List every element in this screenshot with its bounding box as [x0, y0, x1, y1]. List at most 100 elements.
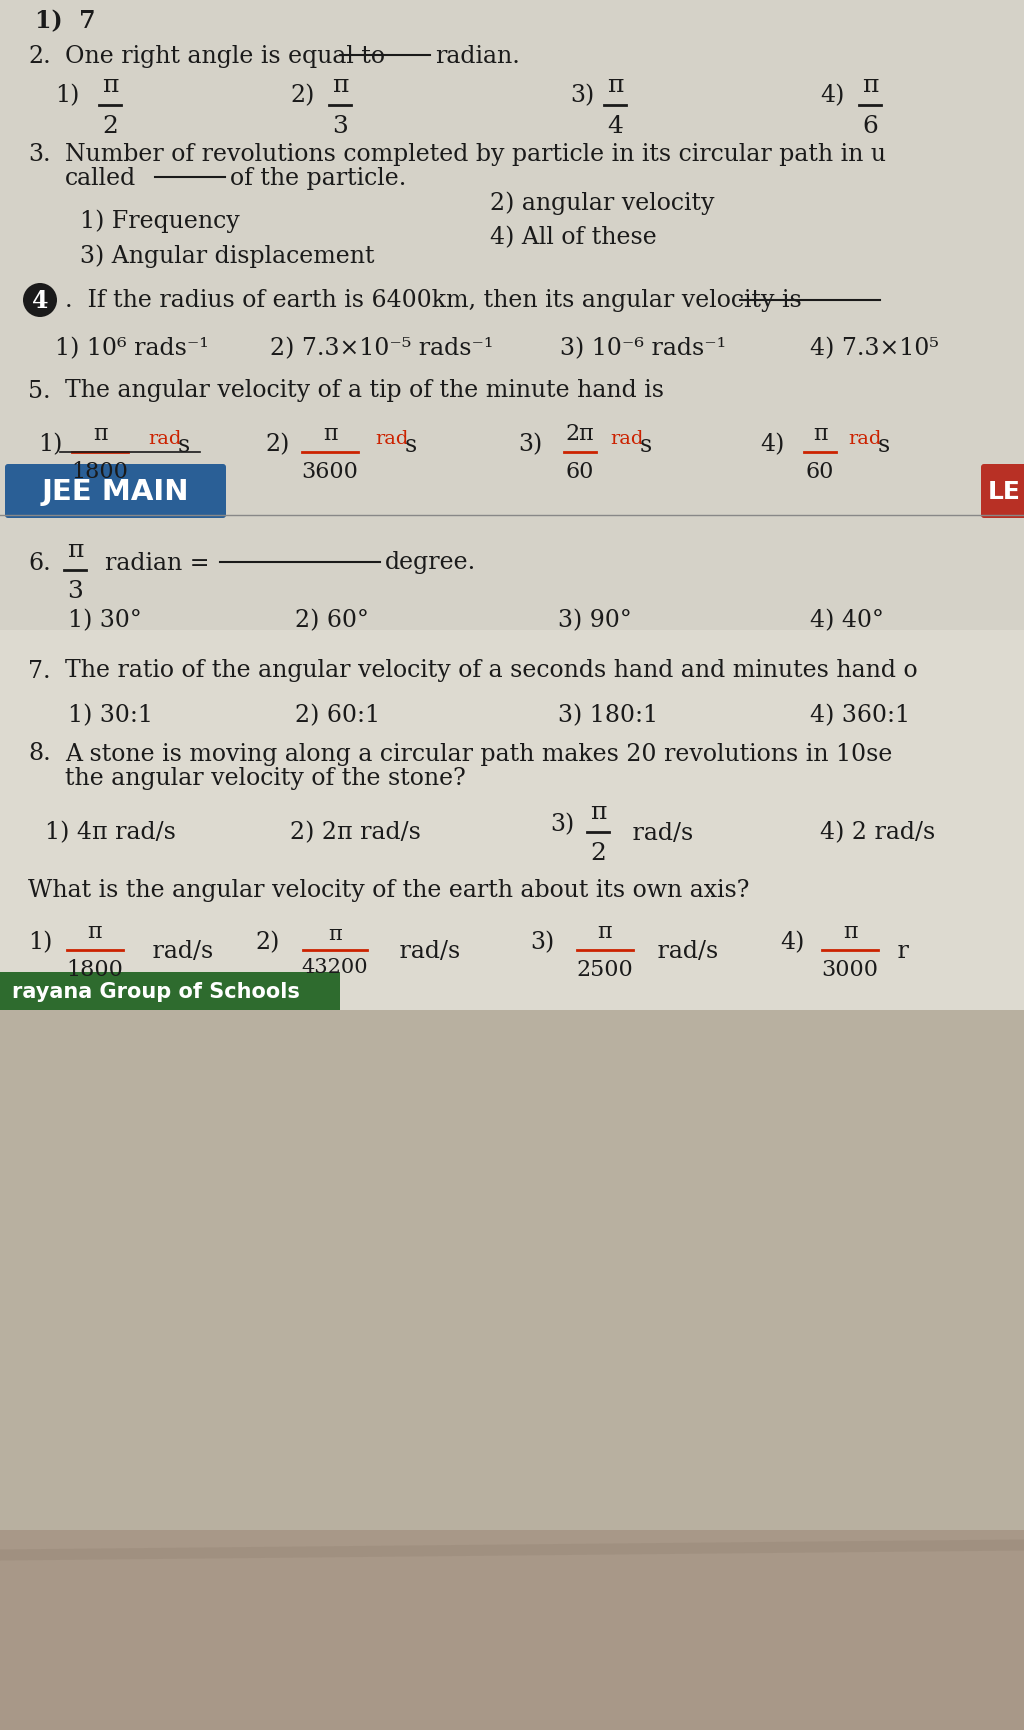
Text: 3.: 3.: [28, 142, 50, 166]
Text: 2π: 2π: [565, 422, 594, 445]
Text: A stone is moving along a circular path makes 20 revolutions in 10se: A stone is moving along a circular path …: [65, 742, 892, 765]
Text: 3): 3): [530, 931, 554, 953]
Text: rad/s: rad/s: [145, 939, 213, 962]
Text: 1) 4π rad/s: 1) 4π rad/s: [45, 822, 176, 844]
Text: s: s: [640, 432, 652, 457]
Text: 4) 360:1: 4) 360:1: [810, 704, 910, 727]
Text: rad/s: rad/s: [392, 939, 460, 962]
Text: 1) 10⁶ rads⁻¹: 1) 10⁶ rads⁻¹: [55, 337, 209, 360]
Bar: [0, 972, 340, 1010]
Text: π: π: [843, 920, 857, 943]
Text: What is the angular velocity of the earth about its own axis?: What is the angular velocity of the eart…: [28, 879, 750, 901]
Text: rad/s: rad/s: [650, 939, 718, 962]
Text: 60: 60: [566, 460, 594, 483]
Text: 4: 4: [607, 114, 623, 138]
Text: r: r: [890, 939, 909, 962]
Text: 2500: 2500: [577, 958, 634, 981]
Bar: [0, 0, 1024, 631]
Text: radian =: radian =: [105, 552, 210, 574]
Text: rad: rad: [148, 429, 181, 448]
Text: 3): 3): [550, 813, 574, 836]
Text: 6.: 6.: [28, 552, 51, 574]
Text: 4): 4): [760, 432, 784, 457]
Text: 3) 180:1: 3) 180:1: [558, 704, 658, 727]
Text: π: π: [328, 924, 342, 943]
Text: π: π: [88, 920, 102, 943]
Text: radian.: radian.: [435, 45, 520, 67]
Bar: [0, 1450, 1024, 1730]
Text: of the particle.: of the particle.: [230, 166, 407, 189]
Text: π: π: [590, 801, 606, 823]
Text: 4: 4: [32, 289, 48, 313]
Text: 4) All of these: 4) All of these: [490, 227, 656, 249]
FancyBboxPatch shape: [981, 465, 1024, 519]
Text: 1): 1): [38, 432, 62, 457]
Text: 2) 7.3×10⁻⁵ rads⁻¹: 2) 7.3×10⁻⁵ rads⁻¹: [270, 337, 494, 360]
Text: .  If the radius of earth is 6400km, then its angular velocity is: . If the radius of earth is 6400km, then…: [65, 289, 802, 313]
Text: 3000: 3000: [821, 958, 879, 981]
Text: 4) 40°: 4) 40°: [810, 609, 884, 631]
Text: rayana Group of Schools: rayana Group of Schools: [12, 981, 300, 1002]
Text: 3: 3: [332, 114, 348, 138]
Text: 2) 2π rad/s: 2) 2π rad/s: [290, 822, 421, 844]
Text: rad: rad: [375, 429, 409, 448]
Bar: [0, 0, 1024, 1450]
Text: rad: rad: [848, 429, 882, 448]
Text: LE: LE: [987, 479, 1021, 503]
Text: 2: 2: [590, 841, 606, 865]
Text: 4): 4): [780, 931, 805, 953]
Text: 1): 1): [55, 85, 80, 107]
Text: 3600: 3600: [301, 460, 358, 483]
Text: The ratio of the angular velocity of a seconds hand and minutes hand o: The ratio of the angular velocity of a s…: [65, 659, 918, 682]
Bar: [0, 1010, 1024, 1730]
Text: Number of revolutions completed by particle in its circular path in u: Number of revolutions completed by parti…: [65, 142, 886, 166]
Text: 2: 2: [102, 114, 118, 138]
Text: 2) 60°: 2) 60°: [295, 609, 369, 631]
Circle shape: [23, 284, 57, 318]
Text: rad: rad: [610, 429, 643, 448]
Text: 7.: 7.: [28, 659, 50, 682]
Text: π: π: [598, 920, 612, 943]
Text: The angular velocity of a tip of the minute hand is: The angular velocity of a tip of the min…: [65, 379, 664, 403]
Text: π: π: [323, 422, 337, 445]
Text: rad/s: rad/s: [625, 822, 693, 844]
Text: called: called: [65, 166, 136, 189]
FancyBboxPatch shape: [5, 465, 226, 519]
Text: π: π: [332, 74, 348, 97]
Text: 2): 2): [265, 432, 290, 457]
Text: 2): 2): [290, 85, 314, 107]
Text: π: π: [93, 422, 108, 445]
Text: 60: 60: [806, 460, 835, 483]
Text: 1) 30:1: 1) 30:1: [68, 704, 153, 727]
Text: 3: 3: [67, 580, 83, 602]
Text: 4) 2 rad/s: 4) 2 rad/s: [820, 822, 935, 844]
Text: degree.: degree.: [385, 552, 476, 574]
Text: 6: 6: [862, 114, 878, 138]
Text: 2): 2): [255, 931, 280, 953]
Text: s: s: [178, 432, 190, 457]
Text: 1800: 1800: [67, 958, 124, 981]
Text: 2) angular velocity: 2) angular velocity: [490, 190, 715, 215]
Text: the angular velocity of the stone?: the angular velocity of the stone?: [65, 766, 466, 789]
Text: One right angle is equal to: One right angle is equal to: [65, 45, 385, 67]
Text: 1800: 1800: [72, 460, 128, 483]
Text: 8.: 8.: [28, 742, 51, 765]
Text: π: π: [67, 538, 83, 562]
Text: 4) 7.3×10⁵: 4) 7.3×10⁵: [810, 337, 939, 360]
Text: 43200: 43200: [302, 958, 369, 977]
Text: 3): 3): [518, 432, 543, 457]
Text: π: π: [813, 422, 827, 445]
Bar: [0, 1529, 1024, 1730]
Text: 1) Frequency: 1) Frequency: [80, 209, 240, 232]
Text: JEE MAIN: JEE MAIN: [41, 477, 188, 505]
Text: 1): 1): [28, 931, 52, 953]
Text: 3) Angular displacement: 3) Angular displacement: [80, 244, 375, 268]
Text: 1) 30°: 1) 30°: [68, 609, 141, 631]
Text: π: π: [607, 74, 624, 97]
Text: s: s: [878, 432, 890, 457]
Text: π: π: [862, 74, 879, 97]
Text: π: π: [101, 74, 118, 97]
Text: 2.: 2.: [28, 45, 51, 67]
Text: 3) 90°: 3) 90°: [558, 609, 632, 631]
Text: 1)  7: 1) 7: [35, 9, 95, 33]
